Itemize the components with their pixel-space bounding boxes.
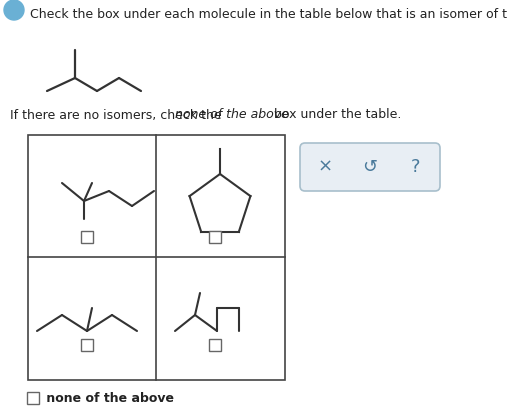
Bar [27, 392, 39, 404]
Text: box under the table.: box under the table. [270, 108, 402, 121]
Circle shape [4, 0, 24, 20]
Bar [81, 339, 93, 351]
Text: Check the box under each molecule in the table below that is an isomer of this m: Check the box under each molecule in the… [30, 7, 507, 20]
Bar [209, 231, 221, 243]
Bar [209, 339, 221, 351]
Bar [81, 231, 93, 243]
Text: ?: ? [410, 158, 420, 176]
Text: ×: × [317, 158, 333, 176]
Bar [28, 135, 285, 380]
FancyBboxPatch shape [300, 143, 440, 191]
Text: ↺: ↺ [363, 158, 378, 176]
Text: none of the above: none of the above [42, 391, 174, 405]
Text: none of the above: none of the above [175, 108, 289, 121]
Text: If there are no isomers, check the: If there are no isomers, check the [10, 108, 226, 121]
